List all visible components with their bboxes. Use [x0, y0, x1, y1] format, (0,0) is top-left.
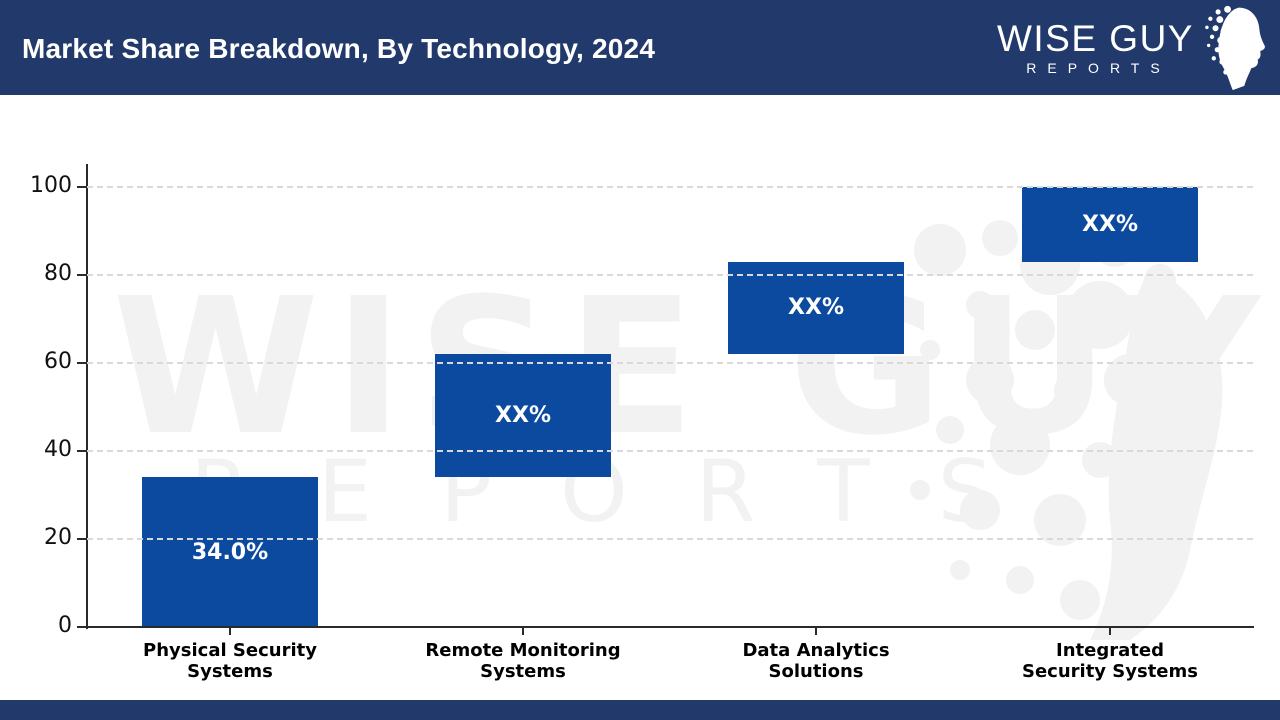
- x-tick-mark: [1109, 628, 1111, 635]
- x-category-line: Integrated: [1056, 640, 1164, 661]
- y-tick-label: 80: [44, 261, 72, 286]
- y-tick-mark: [77, 362, 86, 364]
- footer-bar: [0, 700, 1280, 720]
- wise-guy-logo: WISE GUY REPORTS: [997, 4, 1274, 92]
- gridline: [87, 186, 1253, 188]
- x-category-line: Systems: [187, 661, 273, 682]
- y-tick-label: 100: [30, 173, 72, 198]
- gridline: [87, 362, 1253, 364]
- x-category-line: Remote Monitoring: [425, 640, 621, 661]
- bar-value-label: XX%: [495, 403, 551, 429]
- waterfall-bar: XX%: [435, 354, 611, 478]
- x-tick-mark: [815, 628, 817, 635]
- x-tick-mark: [522, 628, 524, 635]
- logo-head-icon: [1205, 5, 1265, 91]
- waterfall-bar: XX%: [1022, 187, 1198, 262]
- y-tick-label: 0: [58, 613, 72, 638]
- y-tick-mark: [77, 274, 86, 276]
- y-tick-label: 20: [44, 525, 72, 550]
- x-category-line: Solutions: [768, 661, 864, 682]
- x-category-line: Systems: [480, 661, 566, 682]
- bar-value-label: XX%: [1082, 211, 1138, 237]
- bar-value-label: 34.0%: [191, 539, 269, 565]
- watermark-head-dots: [910, 220, 1223, 640]
- x-category-label: Integrated Security Systems: [970, 640, 1250, 682]
- waterfall-bar: XX%: [728, 261, 904, 355]
- x-category-line: Security Systems: [1021, 661, 1198, 682]
- x-category-label: Data Analytics Solutions: [676, 640, 956, 682]
- y-axis-spine: [86, 164, 88, 629]
- y-tick-mark: [77, 186, 86, 188]
- y-tick-label: 40: [44, 437, 72, 462]
- y-tick-mark: [77, 538, 86, 540]
- waterfall-bar: 34.0%: [142, 477, 318, 627]
- x-tick-mark: [229, 628, 231, 635]
- watermark-subtitle: REPORTS: [190, 442, 1061, 542]
- y-tick-mark: [77, 450, 86, 452]
- logo-subtitle: REPORTS: [1026, 60, 1171, 76]
- logo-name: WISE GUY: [996, 18, 1194, 59]
- y-tick-label: 60: [44, 349, 72, 374]
- gridline: [87, 538, 1253, 540]
- x-category-label: Remote Monitoring Systems: [383, 640, 663, 682]
- watermark-wordmark: WISE GUY: [112, 258, 1274, 477]
- gridline: [87, 274, 1253, 276]
- x-axis-spine: [86, 626, 1254, 628]
- bar-value-label: XX%: [788, 295, 844, 321]
- y-tick-mark: [77, 626, 86, 628]
- x-category-line: Physical Security: [143, 640, 317, 661]
- logo-text: WISE GUY REPORTS: [996, 18, 1194, 77]
- x-category-line: Data Analytics: [742, 640, 890, 661]
- header-bar: Market Share Breakdown, By Technology, 2…: [0, 0, 1280, 95]
- page-title: Market Share Breakdown, By Technology, 2…: [22, 33, 656, 64]
- gridline: [87, 450, 1253, 452]
- x-category-label: Physical Security Systems: [90, 640, 370, 682]
